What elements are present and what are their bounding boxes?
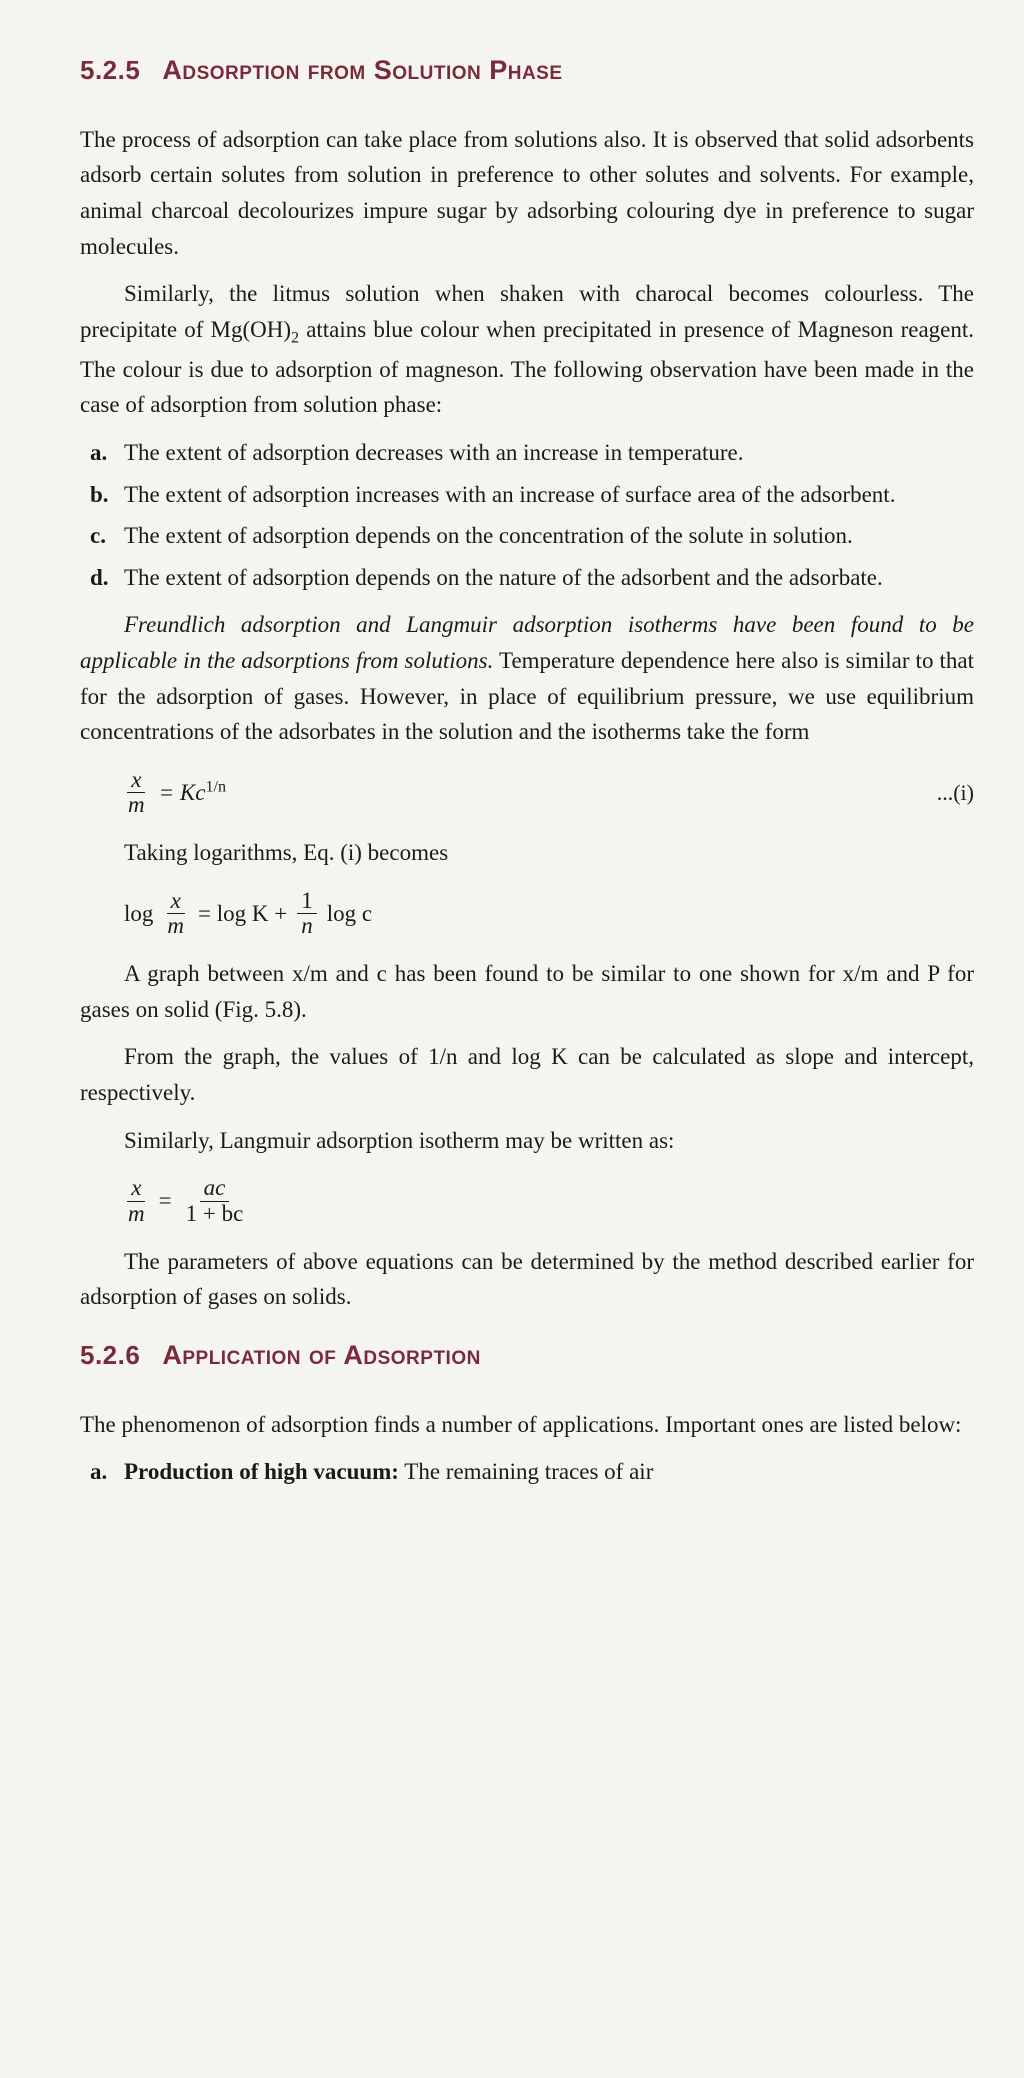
section-title: Application of Adsorption — [162, 1340, 480, 1370]
para-525-5: A graph between x/m and c has been found… — [80, 956, 974, 1027]
para-525-3: Freundlich adsorption and Langmuir adsor… — [80, 607, 974, 750]
list-item: c. The extent of adsorption depends on t… — [80, 518, 974, 554]
list-label: a. — [80, 1454, 124, 1490]
fraction: ac 1 + bc — [182, 1176, 248, 1225]
list-text: The extent of adsorption decreases with … — [124, 435, 974, 471]
list-item: a. The extent of adsorption decreases wi… — [80, 435, 974, 471]
para-526-1: The phenomenon of adsorption finds a num… — [80, 1407, 974, 1443]
list-label: d. — [80, 560, 124, 596]
equation-1-row: x m = Kc1/n ...(i) — [124, 768, 974, 817]
para-525-2: Similarly, the litmus solution when shak… — [80, 276, 974, 422]
equation-2-row: log x m = log K + 1 n log c — [124, 889, 974, 938]
para-525-8: The parameters of above equations can be… — [80, 1244, 974, 1315]
para-525-6: From the graph, the values of 1/n and lo… — [80, 1039, 974, 1110]
fraction: x m — [163, 889, 188, 938]
list-text: Production of high vacuum: The remaining… — [124, 1454, 974, 1490]
fraction: x m — [124, 768, 149, 817]
section-number: 5.2.5 — [80, 55, 140, 85]
list-text: The extent of adsorption depends on the … — [124, 518, 974, 554]
equation-label: ...(i) — [937, 776, 974, 810]
section-heading-526: 5.2.6 Application of Adsorption — [80, 1335, 974, 1377]
equation-1: x m = Kc1/n — [124, 768, 226, 817]
section-number: 5.2.6 — [80, 1340, 140, 1370]
fraction: 1 n — [297, 889, 317, 938]
list-text: The extent of adsorption depends on the … — [124, 560, 974, 596]
equation-2: log x m = log K + 1 n log c — [124, 889, 372, 938]
list-label: a. — [80, 435, 124, 471]
list-526: a. Production of high vacuum: The remain… — [80, 1454, 974, 1490]
equation-3-row: x m = ac 1 + bc — [124, 1176, 974, 1225]
section-heading-525: 5.2.5 Adsorption from Solution Phase — [80, 50, 974, 92]
para-525-4: Taking logarithms, Eq. (i) becomes — [80, 835, 974, 871]
list-item: b. The extent of adsorption increases wi… — [80, 477, 974, 513]
list-label: b. — [80, 477, 124, 513]
equation-3: x m = ac 1 + bc — [124, 1176, 247, 1225]
para-525-1: The process of adsorption can take place… — [80, 122, 974, 265]
list-item: a. Production of high vacuum: The remain… — [80, 1454, 974, 1490]
fraction: x m — [124, 1176, 149, 1225]
list-label: c. — [80, 518, 124, 554]
section-title: Adsorption from Solution Phase — [162, 55, 562, 85]
para-525-7: Similarly, Langmuir adsorption isotherm … — [80, 1123, 974, 1159]
list-item: d. The extent of adsorption depends on t… — [80, 560, 974, 596]
list-525: a. The extent of adsorption decreases wi… — [80, 435, 974, 596]
list-text: The extent of adsorption increases with … — [124, 477, 974, 513]
